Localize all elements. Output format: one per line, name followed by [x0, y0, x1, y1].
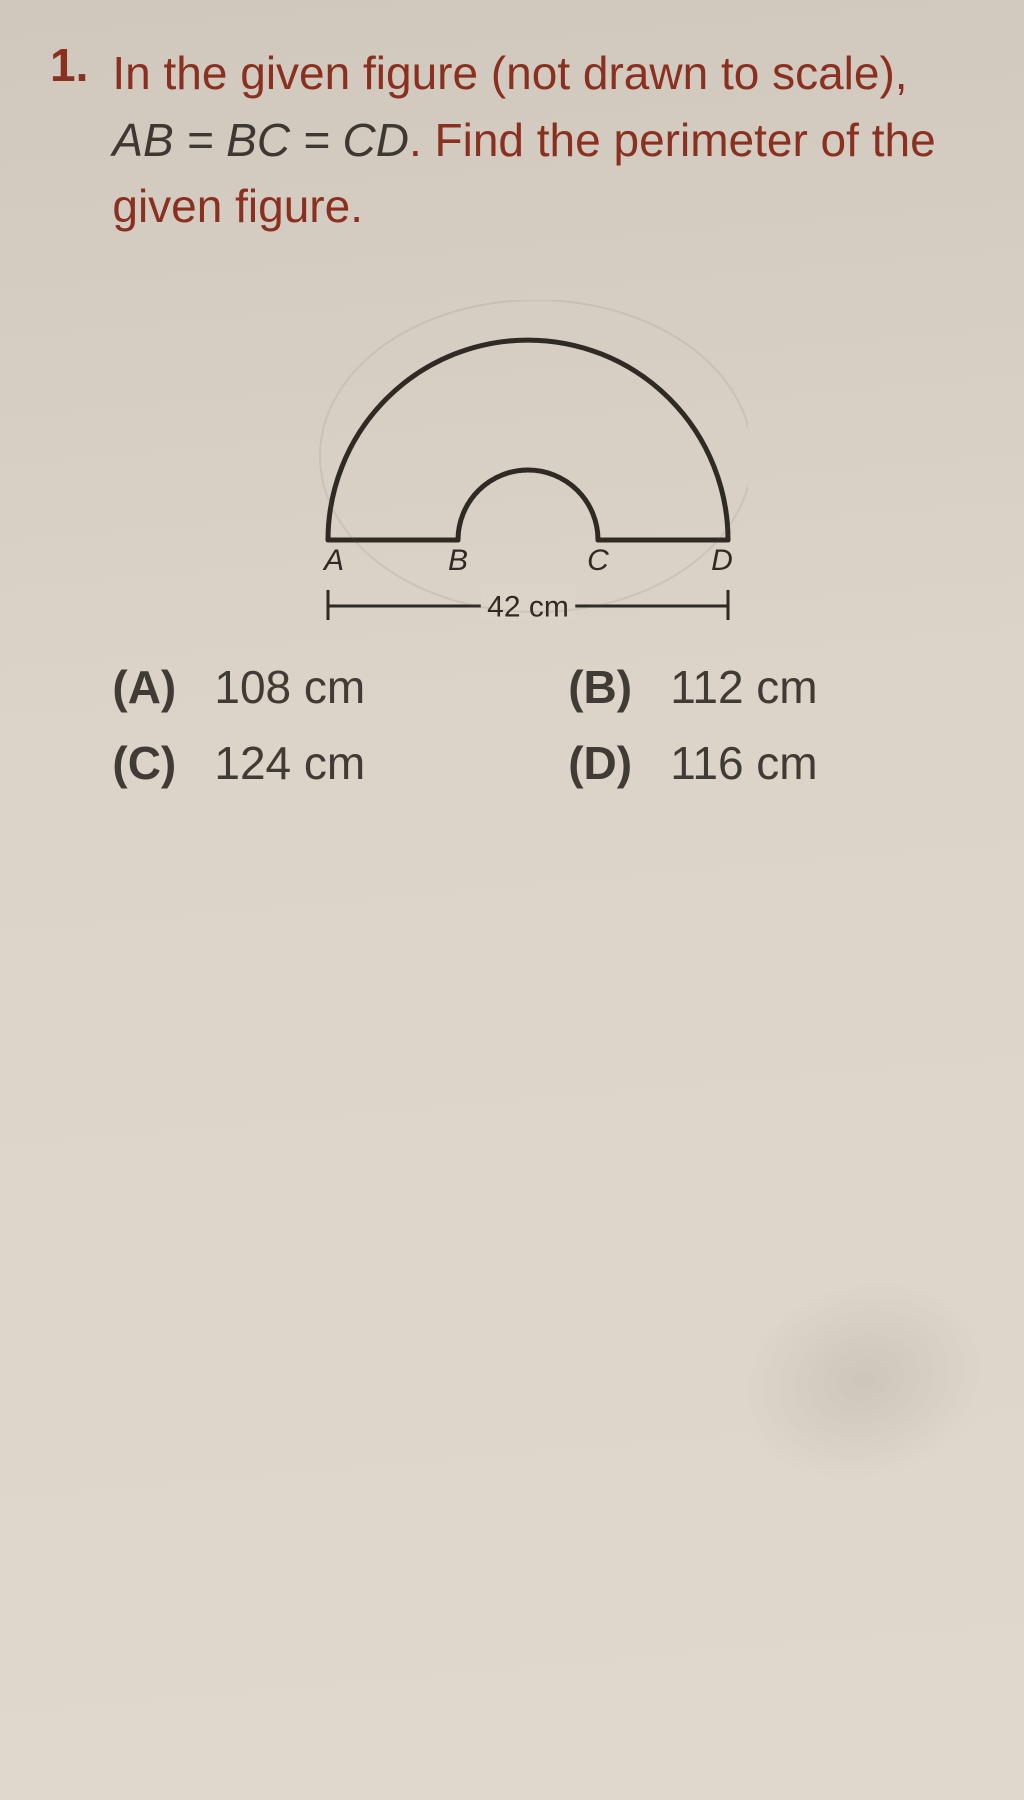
option-a: (A) 108 cm: [112, 660, 528, 714]
option-c-label: (C): [112, 736, 196, 790]
option-d-label: (D): [568, 736, 652, 790]
option-b: (B) 112 cm: [568, 660, 984, 714]
option-d: (D) 116 cm: [568, 736, 984, 790]
option-b-label: (B): [568, 660, 652, 714]
svg-text:B: B: [448, 544, 468, 577]
svg-text:A: A: [322, 544, 344, 577]
paper-smudge: [713, 1250, 1016, 1510]
geometry-figure: A B C D 42 cm: [308, 300, 748, 620]
question-body: In the given figure (not drawn to scale)…: [112, 40, 984, 790]
option-b-text: 112 cm: [670, 660, 817, 714]
svg-text:C: C: [587, 544, 609, 577]
option-a-text: 108 cm: [214, 660, 365, 714]
option-a-label: (A): [112, 660, 196, 714]
svg-text:42 cm: 42 cm: [487, 591, 569, 621]
q-line-2-math: AB = BC = CD: [112, 114, 409, 166]
svg-text:D: D: [711, 544, 733, 577]
option-d-text: 116 cm: [670, 736, 817, 790]
q-line-2-post: . Find the perimeter of the: [409, 114, 936, 166]
answer-options: (A) 108 cm (B) 112 cm (C) 124 cm (D) 116…: [112, 660, 984, 790]
q-line-1: In the given figure (not drawn to scale)…: [112, 47, 907, 99]
question-text: In the given figure (not drawn to scale)…: [112, 40, 984, 240]
question: 1. In the given figure (not drawn to sca…: [50, 40, 984, 790]
option-c: (C) 124 cm: [112, 736, 528, 790]
figure: A B C D 42 cm: [72, 300, 984, 620]
q-line-3: given figure.: [112, 180, 363, 232]
option-c-text: 124 cm: [214, 736, 365, 790]
